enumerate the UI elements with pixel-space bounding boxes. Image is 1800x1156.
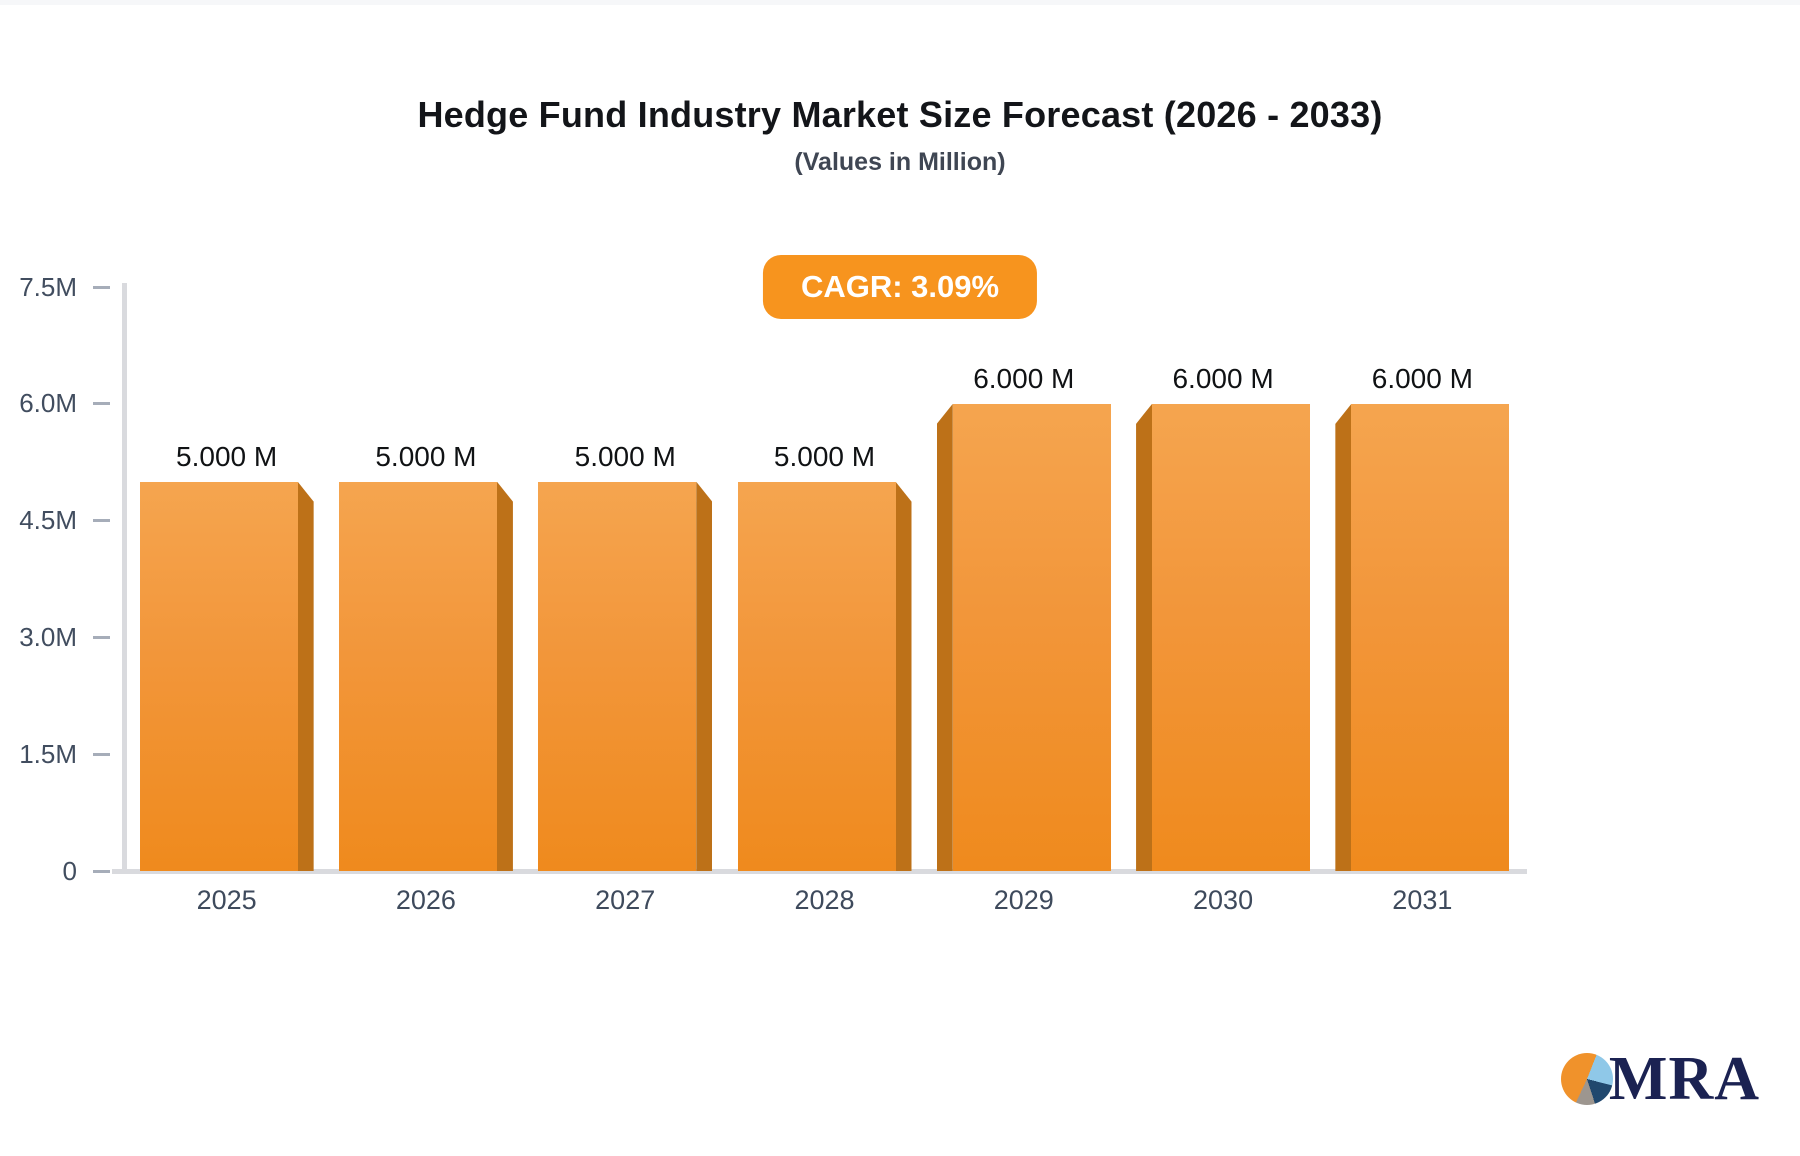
bar-value-label: 5.000 M: [176, 440, 278, 472]
x-axis-label-2025: 2025: [196, 885, 257, 915]
bar-2025: 5.000 M: [139, 441, 314, 871]
bar-face: [538, 481, 697, 871]
bar-value-label: 6.000 M: [1371, 362, 1473, 394]
y-tick-row: 1.5M: [0, 739, 110, 769]
y-tick-row: 3.0M: [0, 622, 110, 652]
top-border: [0, 0, 1800, 5]
y-tick-mark: [93, 635, 110, 639]
y-tick-label: 1.5M: [19, 738, 77, 769]
y-tick-mark: [93, 752, 110, 756]
x-axis-label-2026: 2026: [395, 885, 456, 915]
x-axis-label-2028: 2028: [794, 885, 855, 915]
x-axis-labels: 2025 2026 2027 2028 2029 2030 2031: [127, 885, 1522, 925]
bar-2029: 6.000 M: [936, 363, 1111, 871]
bar-face: [338, 481, 497, 871]
bar-value-label: 6.000 M: [973, 362, 1075, 394]
logo-text: MRA: [1608, 1045, 1760, 1113]
logo: MRA: [1560, 1045, 1760, 1113]
y-tick-mark: [93, 519, 110, 523]
x-axis-label-2030: 2030: [1193, 885, 1254, 915]
y-tick-row: 7.5M: [0, 272, 110, 302]
y-tick-row: 6.0M: [0, 388, 110, 419]
bar-value-label: 5.000 M: [375, 440, 477, 472]
x-axis-label-2029: 2029: [993, 885, 1054, 915]
y-tick-mark: [93, 402, 110, 406]
bar-2027: 5.000 M: [538, 441, 713, 871]
bar-side-shadow: [696, 481, 713, 871]
bar-2026: 5.000 M: [338, 441, 513, 871]
chart-subtitle: (Values in Million): [794, 148, 1006, 176]
bar-2028: 5.000 M: [737, 441, 912, 871]
cagr-badge: CAGR: 3.09%: [762, 255, 1038, 319]
bar-side-shadow: [496, 481, 513, 871]
y-axis-line: [122, 283, 127, 873]
y-tick-label: 0: [62, 855, 77, 886]
y-tick-row: 4.5M: [0, 505, 110, 536]
bar-face: [1351, 403, 1510, 871]
bar-value-label: 5.000 M: [574, 440, 676, 472]
bar-face: [952, 403, 1111, 871]
y-tick-mark: [93, 285, 110, 289]
bar-value-label: 6.000 M: [1172, 362, 1274, 394]
plot-area: 5.000 M 5.000 M 5.000 M 5.000 M 6.000 M 6.000…: [127, 287, 1522, 871]
bar-face: [737, 481, 896, 871]
y-axis: 0 1.5M 3.0M 4.5M 6.0M 7.5M: [0, 272, 110, 886]
bar-side-shadow: [1335, 403, 1352, 871]
y-tick-row: 0: [0, 856, 110, 886]
bar-2031: 6.000 M: [1335, 363, 1510, 871]
y-tick-label: 4.5M: [19, 505, 77, 536]
x-axis-label-2031: 2031: [1392, 885, 1453, 915]
x-axis-line: [112, 869, 1527, 874]
bar-side-shadow: [936, 403, 953, 871]
bar-side-shadow: [895, 481, 912, 871]
bar-2030: 6.000 M: [1136, 363, 1311, 871]
chart-title: Hedge Fund Industry Market Size Forecast…: [417, 94, 1383, 135]
bar-face: [1152, 403, 1311, 871]
x-axis-label-2027: 2027: [595, 885, 656, 915]
y-tick-label: 7.5M: [19, 271, 77, 302]
pie-chart-logo-icon: [1560, 1053, 1613, 1105]
y-tick-label: 6.0M: [19, 388, 77, 419]
y-tick-label: 3.0M: [19, 621, 77, 652]
bar-value-label: 5.000 M: [773, 440, 876, 472]
bar-side-shadow: [1136, 403, 1153, 871]
bar-side-shadow: [297, 481, 314, 871]
bar-face: [139, 481, 298, 871]
y-tick-mark: [93, 869, 110, 873]
